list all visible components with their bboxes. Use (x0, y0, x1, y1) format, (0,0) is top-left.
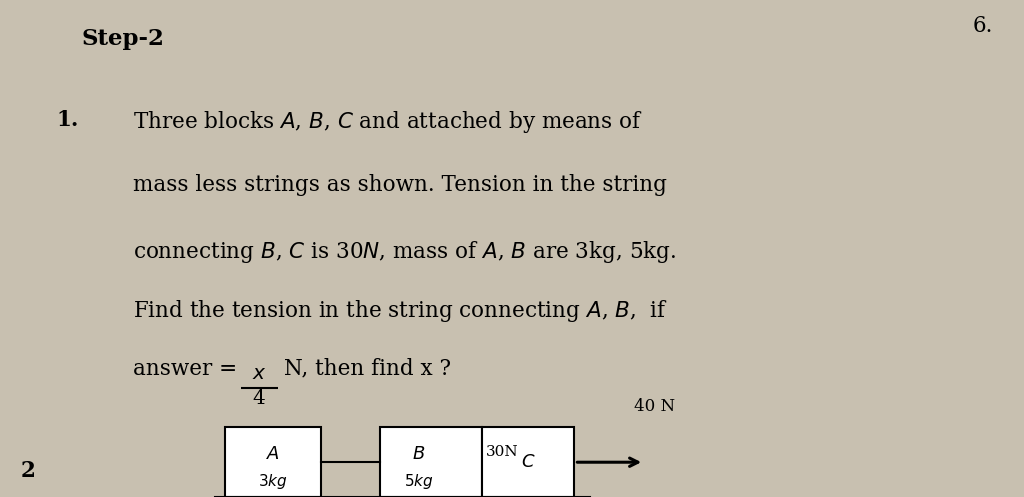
Text: mass less strings as shown. Tension in the string: mass less strings as shown. Tension in t… (133, 174, 667, 196)
Text: 2: 2 (20, 460, 36, 482)
Bar (380, 427, 482, 497)
Text: Find the tension in the string connecting $A$, $B$,  if: Find the tension in the string connectin… (133, 298, 669, 324)
Text: $B$: $B$ (413, 445, 425, 463)
Text: 4: 4 (253, 389, 265, 408)
Text: $C$: $C$ (521, 453, 536, 471)
Text: $x$: $x$ (252, 364, 266, 383)
Text: 6.: 6. (973, 15, 993, 37)
Text: $A$: $A$ (266, 445, 280, 463)
Text: N, then find x ?: N, then find x ? (284, 358, 451, 380)
Text: connecting $B$, $C$ is 30$N$, mass of $A$, $B$ are 3kg, 5kg.: connecting $B$, $C$ is 30$N$, mass of $A… (133, 239, 677, 264)
Bar (482, 427, 574, 497)
Bar (225, 427, 321, 497)
Text: $3kg$: $3kg$ (258, 472, 288, 491)
Text: 1.: 1. (56, 109, 79, 131)
Text: Step-2: Step-2 (82, 28, 165, 50)
Text: Three blocks $A$, $B$, $C$ and attached by means of: Three blocks $A$, $B$, $C$ and attached … (133, 109, 643, 135)
Text: answer =: answer = (133, 358, 244, 380)
Text: 40 N: 40 N (634, 398, 675, 415)
Text: $5kg$: $5kg$ (404, 472, 433, 491)
Text: 30N: 30N (485, 445, 518, 459)
